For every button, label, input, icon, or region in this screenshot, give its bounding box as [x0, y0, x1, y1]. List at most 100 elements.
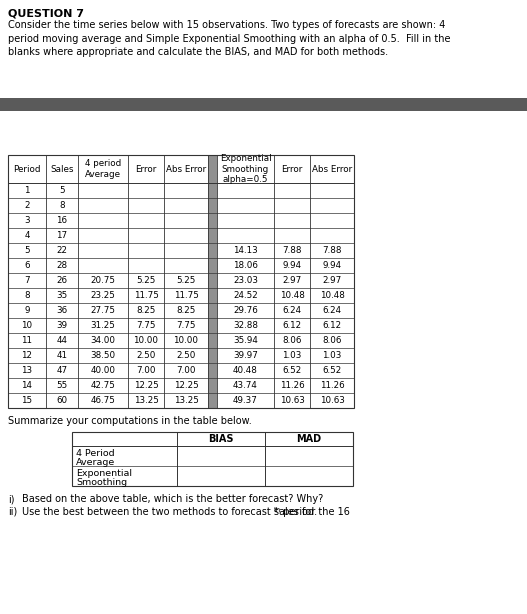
- Text: 9.94: 9.94: [282, 261, 301, 270]
- Text: 38.50: 38.50: [91, 351, 115, 360]
- Text: 24.52: 24.52: [233, 291, 258, 300]
- Text: Summarize your computations in the table below.: Summarize your computations in the table…: [8, 416, 252, 426]
- Text: 6.12: 6.12: [323, 321, 341, 330]
- Bar: [8, 318, 354, 333]
- Text: 29.76: 29.76: [233, 306, 258, 315]
- Text: 2.97: 2.97: [282, 276, 301, 285]
- Text: 5: 5: [59, 186, 65, 195]
- Bar: [8, 228, 354, 243]
- Text: BIAS: BIAS: [208, 434, 234, 444]
- Bar: [8, 155, 354, 183]
- Text: 7.00: 7.00: [176, 366, 196, 375]
- Text: 5.25: 5.25: [136, 276, 155, 285]
- Text: 28: 28: [56, 261, 67, 270]
- Text: period.: period.: [280, 507, 317, 517]
- Text: 2.50: 2.50: [136, 351, 155, 360]
- Bar: [208, 318, 217, 333]
- Text: 11.75: 11.75: [173, 291, 199, 300]
- Text: Abs Error: Abs Error: [166, 165, 206, 174]
- Text: 14.13: 14.13: [233, 246, 258, 255]
- Text: 12.25: 12.25: [173, 381, 198, 390]
- Bar: [8, 213, 354, 228]
- Text: 1.03: 1.03: [282, 351, 301, 360]
- Text: 41: 41: [56, 351, 67, 360]
- Bar: [208, 333, 217, 348]
- Text: 9: 9: [24, 306, 30, 315]
- Text: 7.75: 7.75: [136, 321, 156, 330]
- Text: 27.75: 27.75: [91, 306, 115, 315]
- Text: 4: 4: [24, 231, 30, 240]
- Text: 1: 1: [24, 186, 30, 195]
- Text: 16: 16: [56, 216, 67, 225]
- Bar: [8, 258, 354, 273]
- Bar: [208, 228, 217, 243]
- Bar: [8, 273, 354, 288]
- Bar: [8, 183, 354, 198]
- Bar: [208, 363, 217, 378]
- Text: 6.24: 6.24: [282, 306, 301, 315]
- Text: 42.75: 42.75: [91, 381, 115, 390]
- Bar: [8, 243, 354, 258]
- Text: 8.06: 8.06: [323, 336, 341, 345]
- Text: 7.75: 7.75: [176, 321, 196, 330]
- Text: Consider the time series below with 15 observations. Two types of forecasts are : Consider the time series below with 15 o…: [8, 20, 451, 57]
- Bar: [208, 258, 217, 273]
- Bar: [208, 378, 217, 393]
- Text: 35.94: 35.94: [233, 336, 258, 345]
- Text: 39.97: 39.97: [233, 351, 258, 360]
- Text: 14: 14: [22, 381, 33, 390]
- Text: 55: 55: [56, 381, 67, 390]
- Text: Error: Error: [135, 165, 157, 174]
- Text: 43.74: 43.74: [233, 381, 258, 390]
- Text: 10.00: 10.00: [173, 336, 199, 345]
- Text: th: th: [274, 507, 281, 513]
- Text: 60: 60: [56, 396, 67, 405]
- Text: 10.63: 10.63: [279, 396, 305, 405]
- Text: Exponential
Smoothing
alpha=0.5: Exponential Smoothing alpha=0.5: [220, 154, 271, 184]
- Text: Based on the above table, which is the better forecast? Why?: Based on the above table, which is the b…: [22, 494, 323, 504]
- Text: 36: 36: [56, 306, 67, 315]
- Bar: [8, 303, 354, 318]
- Bar: [208, 155, 217, 408]
- Text: 6.12: 6.12: [282, 321, 301, 330]
- Text: 7.00: 7.00: [136, 366, 156, 375]
- Text: 4 Period: 4 Period: [76, 449, 115, 458]
- Text: 8: 8: [24, 291, 30, 300]
- Text: 46.75: 46.75: [91, 396, 115, 405]
- Bar: [8, 363, 354, 378]
- Text: 7.88: 7.88: [282, 246, 302, 255]
- Bar: [8, 198, 354, 213]
- Bar: [208, 393, 217, 408]
- Text: 10.00: 10.00: [133, 336, 159, 345]
- Text: 44: 44: [56, 336, 67, 345]
- Bar: [208, 183, 217, 198]
- Text: 2.97: 2.97: [323, 276, 341, 285]
- Text: 8.25: 8.25: [136, 306, 155, 315]
- Text: Use the best between the two methods to forecast sales for the 16: Use the best between the two methods to …: [22, 507, 350, 517]
- Text: 7.88: 7.88: [322, 246, 341, 255]
- Text: 4 period
Average: 4 period Average: [85, 159, 121, 179]
- Text: 18.06: 18.06: [233, 261, 258, 270]
- Bar: [72, 432, 353, 486]
- Bar: [208, 243, 217, 258]
- Text: 22: 22: [56, 246, 67, 255]
- Text: 6.52: 6.52: [282, 366, 301, 375]
- Text: 7: 7: [24, 276, 30, 285]
- Text: 39: 39: [56, 321, 67, 330]
- Text: 6.52: 6.52: [323, 366, 341, 375]
- Text: 11.75: 11.75: [133, 291, 159, 300]
- Text: 11: 11: [22, 336, 33, 345]
- Text: 10.48: 10.48: [319, 291, 345, 300]
- Text: Smoothing: Smoothing: [76, 478, 127, 487]
- Bar: [8, 288, 354, 303]
- Text: 5.25: 5.25: [177, 276, 196, 285]
- Text: 34.00: 34.00: [91, 336, 115, 345]
- Text: 8: 8: [59, 201, 65, 210]
- Bar: [208, 348, 217, 363]
- Text: 8.25: 8.25: [177, 306, 196, 315]
- Text: QUESTION 7: QUESTION 7: [8, 8, 84, 18]
- Text: Exponential: Exponential: [76, 469, 132, 478]
- Text: 13.25: 13.25: [133, 396, 159, 405]
- Text: Sales: Sales: [50, 165, 74, 174]
- Bar: [8, 348, 354, 363]
